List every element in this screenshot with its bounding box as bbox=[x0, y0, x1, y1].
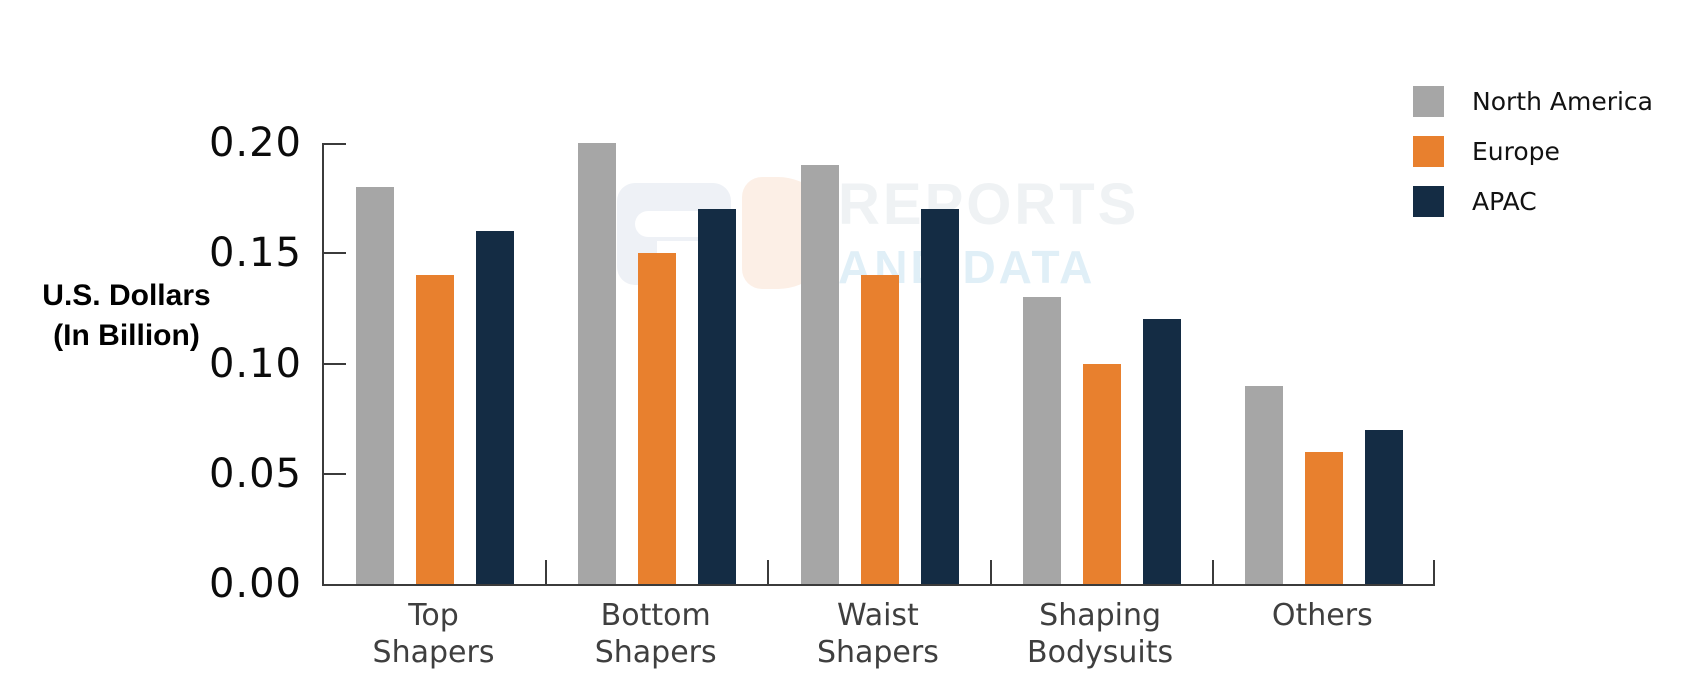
y-tick-label-0.15: 0.15 bbox=[208, 230, 302, 277]
x-category-label-others: Others bbox=[1211, 598, 1434, 635]
bar-apac-waist-shapers bbox=[920, 209, 959, 584]
x-category-label-line: Shapers bbox=[594, 634, 717, 670]
x-tick-mark-1 bbox=[545, 560, 548, 584]
bar-group-shaping-bodysuits bbox=[991, 143, 1213, 584]
x-tick-mark-2 bbox=[767, 560, 770, 584]
bar-apac-others bbox=[1364, 429, 1403, 584]
bar-apac-top-shapers bbox=[476, 231, 515, 584]
bar-groups bbox=[324, 143, 1435, 584]
x-tick-mark-3 bbox=[989, 560, 992, 584]
y-axis-title: U.S. Dollars (In Billion) bbox=[24, 276, 229, 356]
legend-item-north-america: North America bbox=[1413, 86, 1653, 117]
y-tick-mark-0.05 bbox=[324, 472, 346, 475]
y-tick-label-0.10: 0.10 bbox=[208, 340, 302, 387]
x-tick-mark-5 bbox=[1433, 560, 1435, 584]
legend-swatch-europe bbox=[1413, 136, 1444, 167]
x-category-label-shaping-bodysuits: Shaping Bodysuits bbox=[989, 598, 1212, 671]
x-category-label-line: Shaping bbox=[1039, 598, 1162, 633]
bar-europe-waist-shapers bbox=[860, 275, 899, 584]
x-category-label-line: Waist bbox=[836, 598, 919, 633]
x-category-label-top-shapers: Top Shapers bbox=[322, 598, 545, 671]
x-category-label-bottom-shapers: Bottom Shapers bbox=[544, 598, 767, 671]
y-tick-label-0.00: 0.00 bbox=[208, 561, 302, 607]
bar-group-others bbox=[1213, 143, 1435, 584]
y-axis-title-line1: U.S. Dollars bbox=[42, 279, 211, 312]
legend: North America Europe APAC bbox=[1413, 86, 1653, 236]
legend-swatch-north-america bbox=[1413, 86, 1444, 117]
bar-apac-bottom-shapers bbox=[698, 209, 737, 584]
x-category-label-line: Top bbox=[408, 598, 459, 633]
legend-label-apac: APAC bbox=[1472, 187, 1537, 216]
bar-north-america-top-shapers bbox=[356, 187, 395, 584]
legend-item-europe: Europe bbox=[1413, 136, 1653, 167]
x-category-label-line: Others bbox=[1271, 598, 1373, 633]
bar-north-america-bottom-shapers bbox=[578, 143, 617, 584]
bar-north-america-others bbox=[1244, 385, 1283, 584]
bar-europe-shaping-bodysuits bbox=[1082, 363, 1121, 584]
legend-label-europe: Europe bbox=[1472, 137, 1560, 166]
y-tick-mark-0.10 bbox=[324, 362, 346, 365]
y-tick-mark-0.15 bbox=[324, 252, 346, 255]
plot-area: REPORTS AND DATA bbox=[322, 143, 1435, 586]
legend-label-north-america: North America bbox=[1472, 87, 1653, 116]
x-category-label-line: Shapers bbox=[816, 634, 939, 670]
x-category-label-line: Bodysuits bbox=[1027, 634, 1174, 670]
bar-north-america-shaping-bodysuits bbox=[1022, 297, 1061, 584]
legend-item-apac: APAC bbox=[1413, 186, 1653, 217]
bar-europe-others bbox=[1304, 451, 1343, 584]
bar-apac-shaping-bodysuits bbox=[1142, 319, 1181, 584]
x-category-label-line: Bottom bbox=[600, 598, 711, 633]
y-axis-title-line2: (In Billion) bbox=[53, 319, 200, 352]
bar-europe-top-shapers bbox=[416, 275, 455, 584]
y-tick-mark-0.20 bbox=[324, 143, 346, 145]
y-tick-label-0.20: 0.20 bbox=[208, 120, 302, 166]
y-tick-label-0.05: 0.05 bbox=[208, 450, 302, 497]
bar-group-waist-shapers bbox=[768, 143, 990, 584]
bar-group-top-shapers bbox=[324, 143, 546, 584]
x-category-label-waist-shapers: Waist Shapers bbox=[766, 598, 989, 671]
bar-north-america-waist-shapers bbox=[800, 165, 839, 584]
x-category-label-line: Shapers bbox=[372, 634, 495, 670]
bar-europe-bottom-shapers bbox=[638, 253, 677, 584]
bar-group-bottom-shapers bbox=[546, 143, 768, 584]
legend-swatch-apac bbox=[1413, 186, 1444, 217]
x-tick-mark-4 bbox=[1211, 560, 1214, 584]
